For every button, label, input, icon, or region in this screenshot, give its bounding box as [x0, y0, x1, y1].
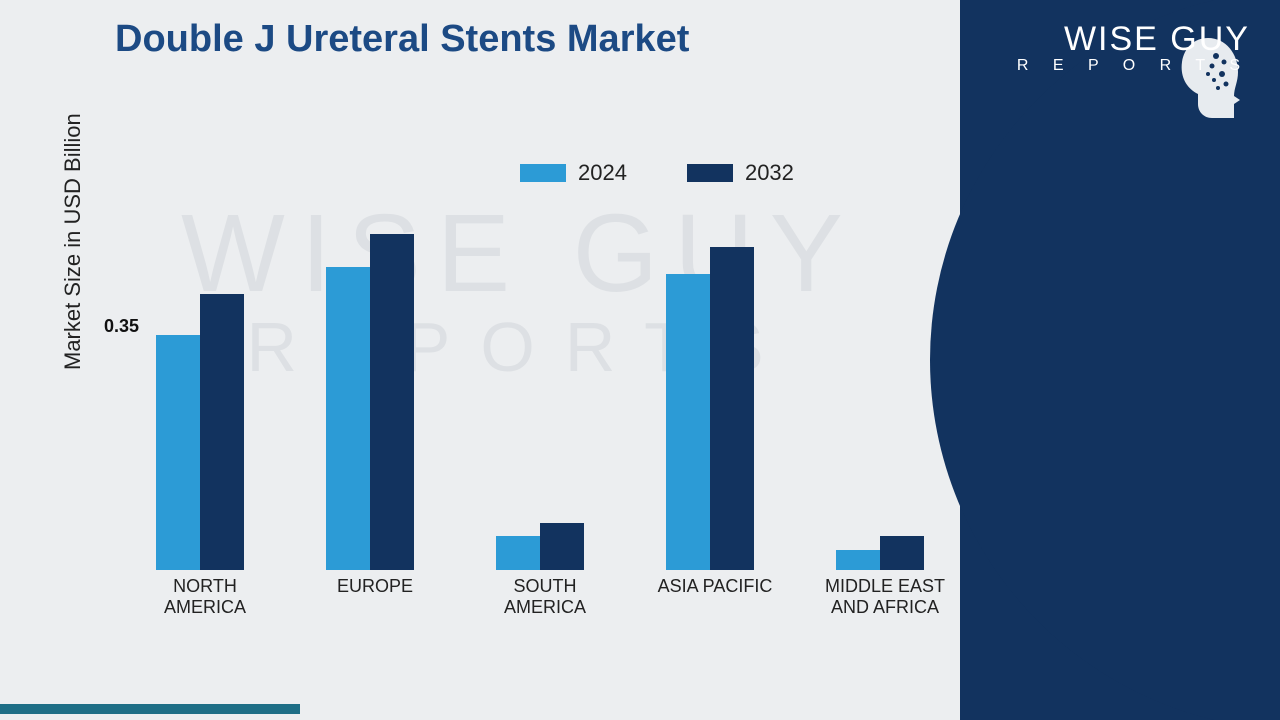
bar [540, 523, 584, 570]
category-label: ASIA PACIFIC [645, 570, 785, 597]
stage: WISE GUY R E P O R T S Double J Ureteral… [0, 0, 1280, 720]
bar [200, 294, 244, 570]
bar [666, 274, 710, 570]
category-label: NORTH AMERICA [135, 570, 275, 617]
brand-block: WISE GUY R E P O R T S [990, 20, 1250, 75]
chart-area: NORTH AMERICAEUROPESOUTH AMERICAASIA PAC… [120, 200, 940, 570]
legend-item: 2032 [687, 160, 794, 186]
bar [836, 550, 880, 570]
bar [496, 536, 540, 570]
legend-label: 2024 [578, 160, 627, 186]
bar [370, 234, 414, 570]
bar [710, 247, 754, 570]
chart-title: Double J Ureteral Stents Market [115, 18, 689, 61]
bar [880, 536, 924, 570]
head-silhouette-icon [1168, 34, 1244, 122]
bar [326, 267, 370, 570]
legend-swatch [687, 164, 733, 182]
category-label: MIDDLE EAST AND AFRICA [815, 570, 955, 617]
y-axis-label: Market Size in USD Billion [60, 113, 86, 370]
bottom-strip [0, 704, 300, 714]
bar [156, 335, 200, 570]
category-label: SOUTH AMERICA [475, 570, 615, 617]
legend-item: 2024 [520, 160, 627, 186]
legend-label: 2032 [745, 160, 794, 186]
legend: 2024 2032 [520, 160, 794, 186]
category-label: EUROPE [305, 570, 445, 597]
value-label: 0.35 [104, 316, 139, 337]
legend-swatch [520, 164, 566, 182]
